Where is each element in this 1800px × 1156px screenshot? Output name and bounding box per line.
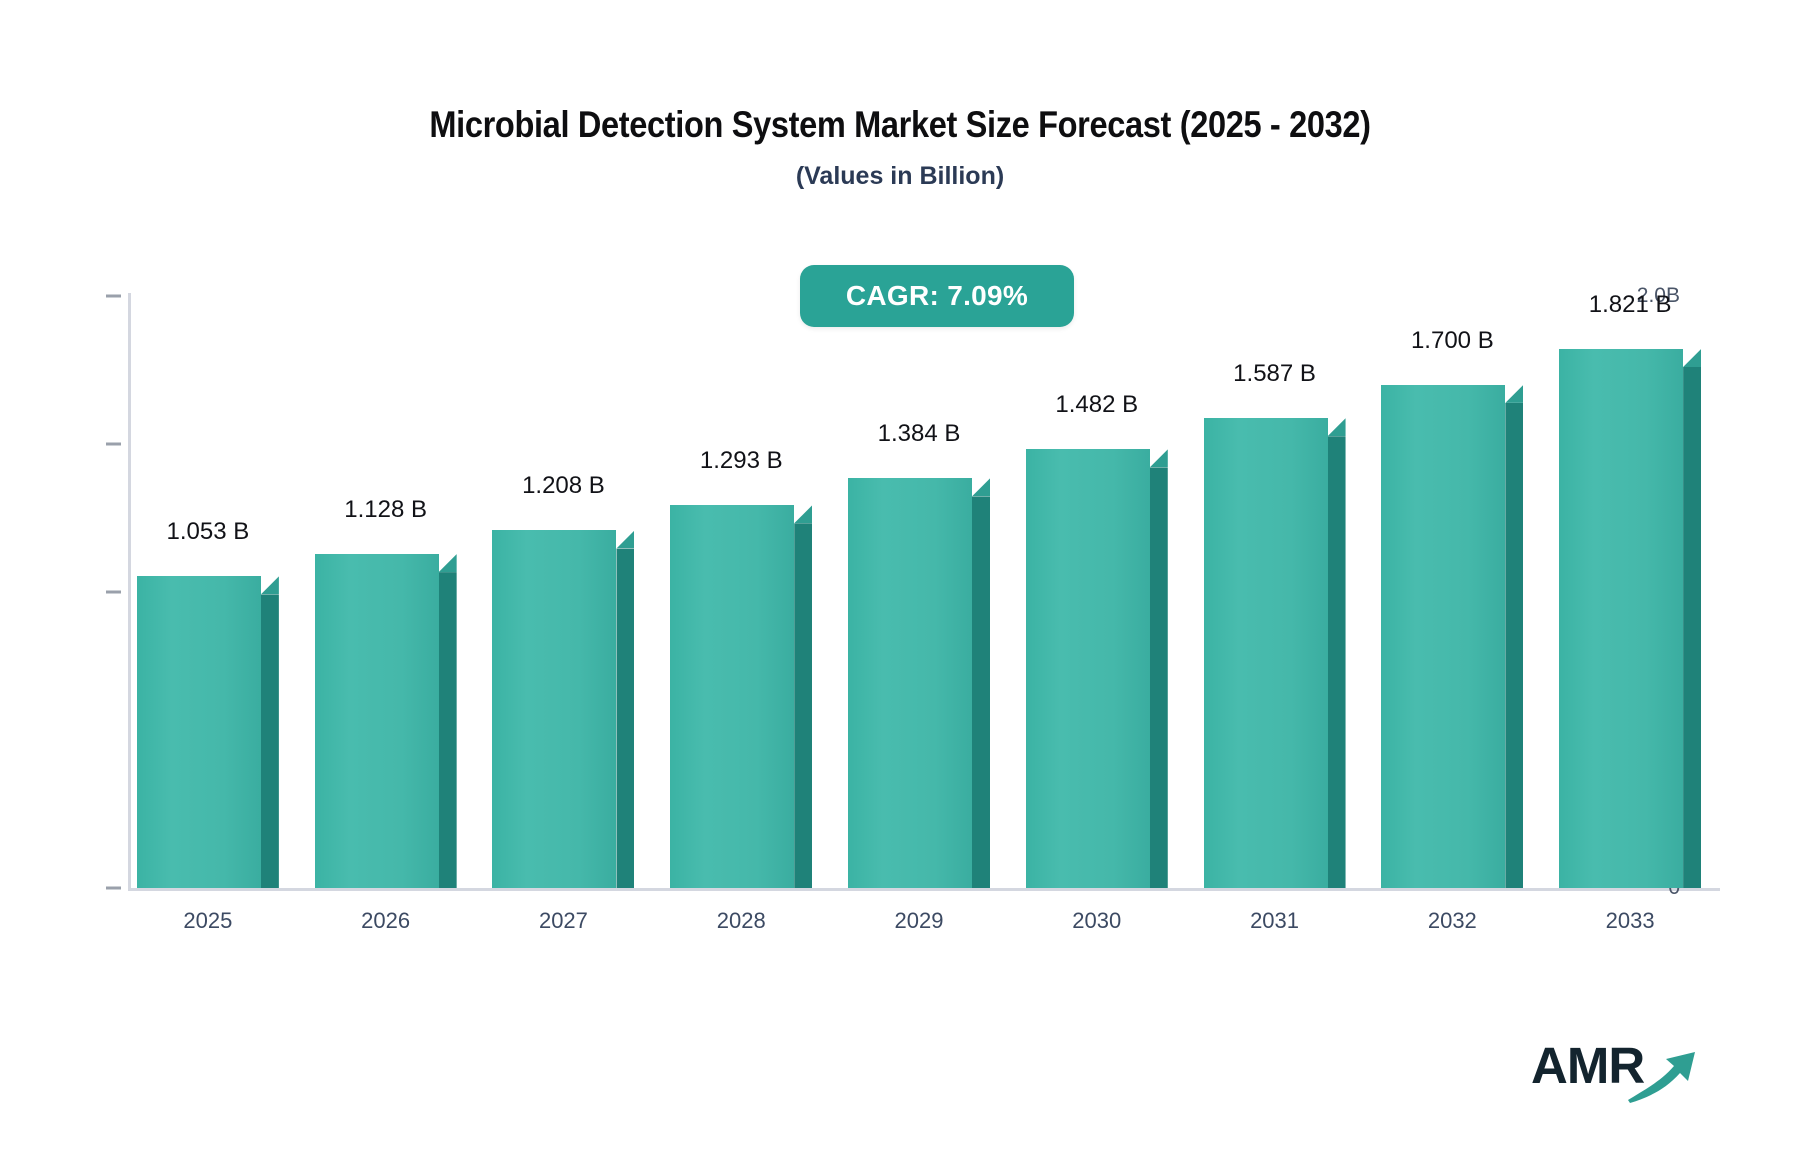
bar-value-label: 1.293 B xyxy=(699,447,783,475)
x-axis-tick-label: 2027 xyxy=(538,908,588,933)
cagr-badge-label: CAGR: 7.09% xyxy=(845,280,1029,311)
bar-value-label: 1.128 B xyxy=(344,496,428,524)
bar-face xyxy=(1559,348,1684,888)
bar-top-face xyxy=(1149,449,1168,468)
x-axis-line xyxy=(128,888,1720,891)
bar-side-face xyxy=(794,523,813,888)
bar-side-face xyxy=(1149,467,1168,888)
bar[interactable] xyxy=(848,478,990,888)
bar-value-label: 1.053 B xyxy=(166,518,250,546)
amr-logo-text: AMR xyxy=(1531,1037,1645,1094)
amr-logo: AMR xyxy=(1531,1036,1701,1108)
x-axis-tick-label: 2031 xyxy=(1250,908,1300,933)
growth-arrow-icon xyxy=(1626,1042,1698,1109)
bar[interactable] xyxy=(1381,384,1524,888)
bar-side-face xyxy=(260,594,279,888)
x-axis-tick-label: 2033 xyxy=(1605,908,1655,933)
x-axis-tick-label: 2030 xyxy=(1072,908,1122,933)
x-axis-tick-label: 2029 xyxy=(894,908,944,933)
bar-top-face xyxy=(1505,384,1524,403)
bar-face xyxy=(1381,384,1506,888)
y-axis-tick-label: 2.0B xyxy=(1636,284,1680,307)
bar-side-face xyxy=(972,496,990,888)
bar-face xyxy=(136,576,261,888)
bar-top-face xyxy=(1327,418,1346,437)
x-axis-tick-label: 2028 xyxy=(716,908,766,933)
x-axis-tick-label: 2032 xyxy=(1427,908,1477,933)
bar[interactable] xyxy=(136,576,279,888)
x-axis-tick-label: 2026 xyxy=(361,908,411,933)
chart-subtitle: (Values in Billion) xyxy=(795,162,1005,190)
x-axis-tick-label: 2025 xyxy=(183,908,233,933)
bar-side-face xyxy=(1327,436,1346,888)
bar-side-face xyxy=(1683,366,1702,888)
bar-value-label: 1.482 B xyxy=(1055,391,1139,419)
bar-face xyxy=(314,554,439,888)
bar-top-face xyxy=(794,505,813,524)
y-axis-line xyxy=(128,293,131,891)
bar-value-label: 1.700 B xyxy=(1410,326,1494,354)
bar-face xyxy=(1203,418,1328,888)
bar-top-face xyxy=(1683,348,1702,367)
bar-value-label: 1.384 B xyxy=(877,420,961,448)
y-axis-tick-mark xyxy=(106,590,121,594)
bar[interactable] xyxy=(314,554,457,888)
bar-top-face xyxy=(616,530,635,549)
bar-value-label: 1.208 B xyxy=(522,472,605,500)
bar-face xyxy=(1025,449,1150,888)
cagr-badge: CAGR: 7.09% xyxy=(800,265,1074,327)
bar[interactable] xyxy=(1025,449,1168,888)
bar-side-face xyxy=(616,548,635,888)
bar-side-face xyxy=(438,572,457,888)
bar-value-label: 1.821 B xyxy=(1588,290,1672,318)
bar-value-label: 1.587 B xyxy=(1233,360,1316,388)
bar-face xyxy=(492,530,617,888)
bar-side-face xyxy=(1505,402,1524,888)
bar-top-face xyxy=(438,554,457,573)
y-axis-tick-mark xyxy=(106,886,121,890)
y-axis-tick-mark xyxy=(106,442,121,446)
bar[interactable] xyxy=(1559,348,1702,888)
chart-title: Microbial Detection System Market Size F… xyxy=(429,104,1371,145)
bar-top-face xyxy=(972,478,990,497)
bar[interactable] xyxy=(1203,418,1346,888)
bar-face xyxy=(670,505,795,888)
y-axis-tick-mark xyxy=(106,294,121,298)
bar[interactable] xyxy=(670,505,813,888)
bar-top-face xyxy=(260,576,279,595)
bar-face xyxy=(848,478,972,888)
plot-area: 0500.0M1.0B1.5B2.0B 1.053 B1.128 B1.208 … xyxy=(106,284,1728,933)
bar[interactable] xyxy=(492,530,635,888)
